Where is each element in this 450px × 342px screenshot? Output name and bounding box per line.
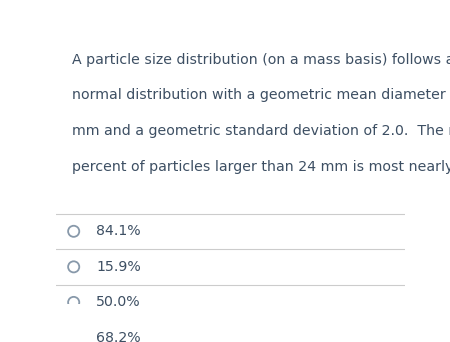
Text: 50.0%: 50.0% (96, 295, 141, 310)
Text: 68.2%: 68.2% (96, 331, 141, 342)
Text: A particle size distribution (on a mass basis) follows a log-: A particle size distribution (on a mass … (72, 53, 450, 67)
Text: 15.9%: 15.9% (96, 260, 141, 274)
Text: 84.1%: 84.1% (96, 224, 141, 238)
Text: normal distribution with a geometric mean diameter of 12.0: normal distribution with a geometric mea… (72, 89, 450, 103)
Text: percent of particles larger than 24 mm is most nearly: percent of particles larger than 24 mm i… (72, 160, 450, 173)
Text: mm and a geometric standard deviation of 2.0.  The mass: mm and a geometric standard deviation of… (72, 124, 450, 138)
